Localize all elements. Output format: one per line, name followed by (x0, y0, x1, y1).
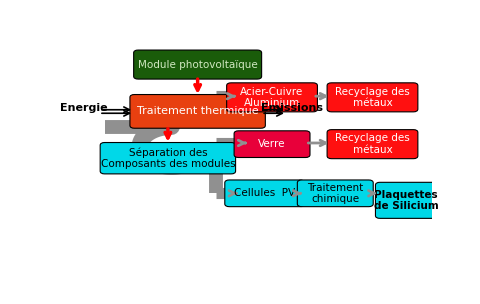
Text: Verre: Verre (258, 139, 286, 149)
FancyBboxPatch shape (297, 180, 373, 207)
Text: Recyclage des
métaux: Recyclage des métaux (335, 87, 410, 108)
FancyBboxPatch shape (375, 182, 436, 218)
Text: Module photovoltaïque: Module photovoltaïque (138, 60, 257, 70)
FancyBboxPatch shape (327, 130, 418, 159)
FancyBboxPatch shape (225, 180, 304, 207)
Text: Acier-Cuivre
Aluminium: Acier-Cuivre Aluminium (240, 87, 304, 108)
FancyBboxPatch shape (234, 131, 310, 157)
Text: Plaquettes
de Silicium: Plaquettes de Silicium (373, 189, 438, 211)
Text: Traitement thermique: Traitement thermique (137, 106, 258, 116)
Text: Traitement
chimique: Traitement chimique (307, 182, 363, 204)
Text: Cellules  PV: Cellules PV (234, 188, 295, 198)
FancyBboxPatch shape (133, 50, 262, 79)
Text: Emissions: Emissions (262, 103, 324, 113)
Text: Recyclage des
métaux: Recyclage des métaux (335, 133, 410, 155)
FancyBboxPatch shape (130, 95, 265, 128)
Text: Séparation des
Composants des modules: Séparation des Composants des modules (101, 147, 235, 169)
FancyBboxPatch shape (100, 143, 236, 174)
FancyBboxPatch shape (227, 83, 317, 112)
Text: Energie: Energie (60, 103, 108, 113)
FancyBboxPatch shape (327, 83, 418, 112)
